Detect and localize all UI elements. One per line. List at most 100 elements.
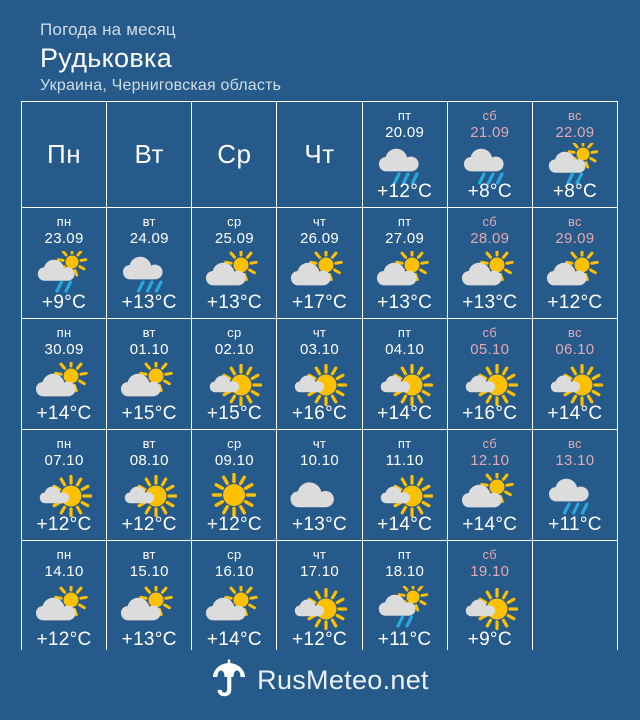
- day-of-week-label: пн: [56, 547, 72, 562]
- day-cell[interactable]: сб 05.10 +16°C: [447, 319, 532, 429]
- mostly-sunny-icon: [277, 359, 361, 413]
- page-header: Погода на месяц Рудьковка Украина, Черни…: [0, 0, 640, 97]
- day-cell[interactable]: сб 28.09 +13°C: [447, 208, 532, 318]
- temperature-label: +15°C: [206, 403, 262, 424]
- day-cell[interactable]: ср 25.09 +13°C: [192, 208, 277, 318]
- day-date-label: 21.09: [470, 124, 510, 141]
- day-cell[interactable]: сб 19.10 +9°C: [447, 541, 532, 655]
- day-cell[interactable]: пт 18.10 +11°C: [362, 541, 447, 655]
- day-date-label: 14.10: [44, 563, 84, 580]
- day-cell[interactable]: ср 09.10 +12°C: [192, 430, 277, 540]
- day-of-week-label: сб: [482, 108, 498, 123]
- temperature-label: +17°C: [291, 292, 348, 313]
- day-date-label: 24.09: [129, 230, 169, 247]
- day-cell[interactable]: вт 01.10 +15°C: [107, 319, 192, 429]
- day-cell[interactable]: пн 07.10 +12°C: [22, 430, 107, 540]
- day-date-label: 13.10: [555, 452, 595, 469]
- day-cell[interactable]: вт 24.09 +13°C: [107, 208, 192, 318]
- day-date-label: 26.09: [299, 230, 340, 247]
- page-title: Рудьковка: [40, 43, 173, 73]
- sun-cloud-rain-icon: [22, 248, 106, 302]
- day-date-label: 06.10: [555, 341, 595, 358]
- weekday-header-cell: Пн: [22, 102, 107, 207]
- site-footer: RusMeteo.net: [0, 659, 640, 702]
- day-date-label: 22.09: [555, 124, 595, 141]
- temperature-label: +14°C: [36, 403, 92, 424]
- day-of-week-label: ср: [227, 325, 242, 340]
- day-of-week-label: чт: [312, 325, 327, 340]
- day-cell[interactable]: чт 26.09 +17°C: [277, 208, 362, 318]
- day-cell[interactable]: вс 29.09 +12°C: [532, 208, 617, 318]
- day-date-label: 12.10: [470, 452, 510, 469]
- day-date-label: 15.10: [129, 563, 169, 580]
- day-cell[interactable]: пт 27.09 +13°C: [362, 208, 447, 318]
- day-cell[interactable]: пн 23.09 +9°C: [22, 208, 107, 318]
- temperature-label: +8°C: [552, 181, 598, 202]
- mostly-sunny-icon: [107, 470, 191, 524]
- rain-icon: [533, 470, 617, 524]
- day-cell[interactable]: пт 11.10 +14°C: [362, 430, 447, 540]
- day-cell[interactable]: чт 10.10 +13°C: [277, 430, 362, 540]
- empty-day-cell: [532, 541, 617, 655]
- day-cell[interactable]: ср 02.10 +15°C: [192, 319, 277, 429]
- temperature-label: +16°C: [462, 403, 518, 424]
- day-cell[interactable]: вс 22.09 +8°C: [532, 102, 617, 207]
- sun-cloud-rain-icon: [363, 581, 447, 639]
- sunny-icon: [192, 470, 276, 524]
- mostly-sunny-icon: [363, 470, 447, 524]
- sun-cloud-icon: [277, 248, 361, 302]
- day-of-week-label: вс: [567, 436, 582, 451]
- day-cell[interactable]: вт 08.10 +12°C: [107, 430, 192, 540]
- temperature-label: +14°C: [206, 629, 262, 650]
- mostly-sunny-icon: [448, 581, 532, 639]
- day-date-label: 28.09: [470, 230, 510, 247]
- temperature-label: +12°C: [377, 181, 433, 202]
- day-of-week-label: чт: [312, 214, 327, 229]
- page-region: Украина, Черниговская область: [40, 77, 282, 94]
- temperature-label: +11°C: [548, 514, 602, 535]
- day-cell[interactable]: ср 16.10 +14°C: [192, 541, 277, 655]
- day-cell[interactable]: сб 21.09 +8°C: [447, 102, 532, 207]
- mostly-sunny-icon: [192, 359, 276, 413]
- day-of-week-label: ср: [227, 547, 242, 562]
- day-cell[interactable]: чт 03.10 +16°C: [277, 319, 362, 429]
- day-of-week-label: пт: [397, 325, 412, 340]
- day-of-week-label: сб: [482, 436, 498, 451]
- mostly-sunny-icon: [22, 470, 106, 524]
- rain-icon: [448, 142, 532, 191]
- temperature-label: +9°C: [41, 292, 87, 313]
- day-of-week-label: вт: [142, 325, 156, 340]
- sun-cloud-icon: [192, 248, 276, 302]
- mostly-sunny-icon: [363, 359, 447, 413]
- day-date-label: 03.10: [299, 341, 340, 358]
- day-cell[interactable]: пн 14.10 +12°C: [22, 541, 107, 655]
- site-logo-text: RusMeteo.net: [257, 665, 429, 695]
- temperature-label: +13°C: [462, 292, 518, 313]
- temperature-label: +12°C: [121, 514, 177, 535]
- day-date-label: 11.10: [385, 452, 424, 469]
- day-cell[interactable]: вс 13.10 +11°C: [532, 430, 617, 540]
- day-cell[interactable]: пт 04.10 +14°C: [362, 319, 447, 429]
- weekday-header-cell: Вт: [107, 102, 192, 207]
- day-cell[interactable]: вс 06.10 +14°C: [532, 319, 617, 429]
- day-date-label: 10.10: [299, 452, 340, 469]
- day-date-label: 20.09: [385, 124, 425, 141]
- mostly-sunny-icon: [533, 359, 617, 413]
- day-cell[interactable]: вт 15.10 +13°C: [107, 541, 192, 655]
- day-date-label: 16.10: [214, 563, 254, 580]
- temperature-label: +14°C: [377, 403, 433, 424]
- day-of-week-label: вт: [142, 436, 156, 451]
- sun-cloud-icon: [533, 248, 617, 302]
- day-cell[interactable]: чт 17.10 +12°C: [277, 541, 362, 655]
- day-cell[interactable]: пт 20.09 +12°C: [362, 102, 447, 207]
- temperature-label: +12°C: [36, 514, 92, 535]
- day-cell[interactable]: сб 12.10 +14°C: [447, 430, 532, 540]
- day-of-week-label: пн: [56, 325, 72, 340]
- day-date-label: 02.10: [214, 341, 254, 358]
- day-of-week-label: пт: [397, 436, 412, 451]
- day-cell[interactable]: пн 30.09 +14°C: [22, 319, 107, 429]
- mostly-sunny-icon: [277, 581, 361, 639]
- temperature-label: +9°C: [467, 629, 512, 650]
- weekday-header-label: Пн: [47, 139, 82, 169]
- day-of-week-label: вс: [567, 108, 582, 123]
